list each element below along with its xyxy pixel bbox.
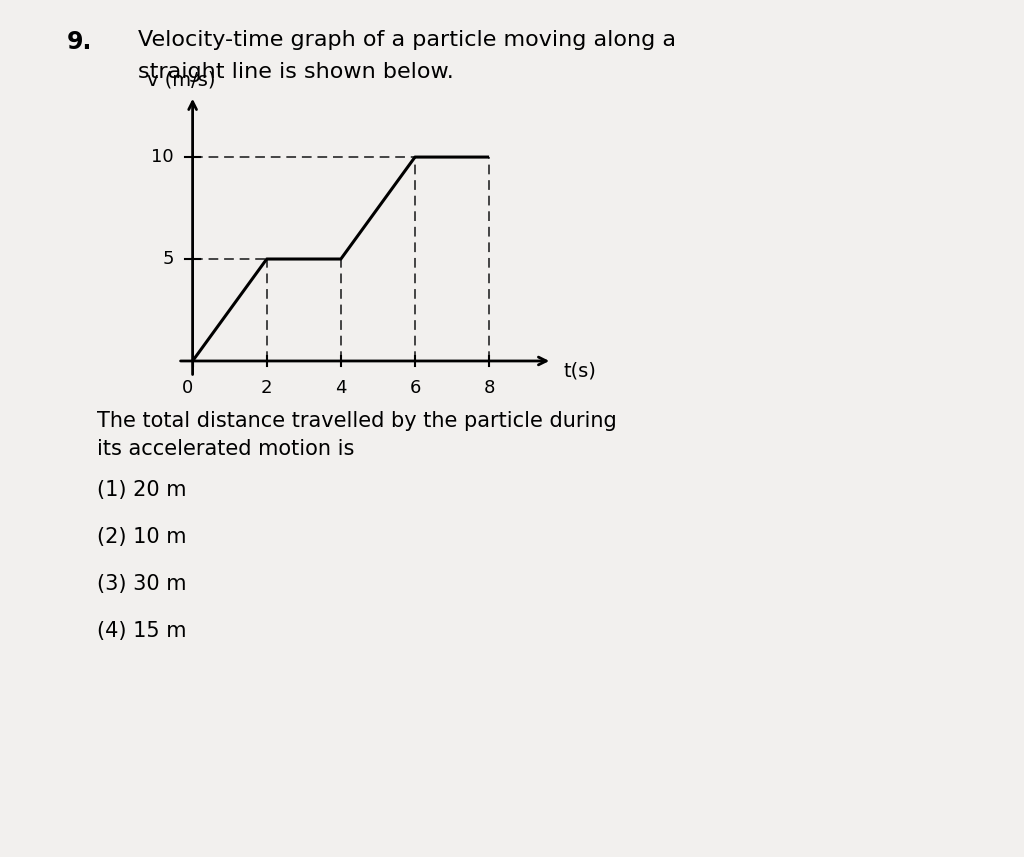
Text: (4) 15 m: (4) 15 m <box>97 621 186 641</box>
Text: (2) 10 m: (2) 10 m <box>97 527 186 547</box>
Text: 4: 4 <box>335 380 346 398</box>
Text: straight line is shown below.: straight line is shown below. <box>138 62 454 81</box>
Text: 9.: 9. <box>67 30 92 54</box>
Text: (3) 30 m: (3) 30 m <box>97 574 186 594</box>
Text: 10: 10 <box>152 148 174 166</box>
Text: The total distance travelled by the particle during: The total distance travelled by the part… <box>97 411 617 431</box>
Text: 6: 6 <box>410 380 421 398</box>
Text: (1) 20 m: (1) 20 m <box>97 480 186 500</box>
Text: Velocity-time graph of a particle moving along a: Velocity-time graph of a particle moving… <box>138 30 676 50</box>
Text: t(s): t(s) <box>563 362 596 381</box>
Text: v (m/s): v (m/s) <box>147 71 216 90</box>
Text: 5: 5 <box>163 250 174 268</box>
Text: 2: 2 <box>261 380 272 398</box>
Text: 0: 0 <box>181 380 193 398</box>
Text: 8: 8 <box>483 380 495 398</box>
Text: its accelerated motion is: its accelerated motion is <box>97 439 354 458</box>
